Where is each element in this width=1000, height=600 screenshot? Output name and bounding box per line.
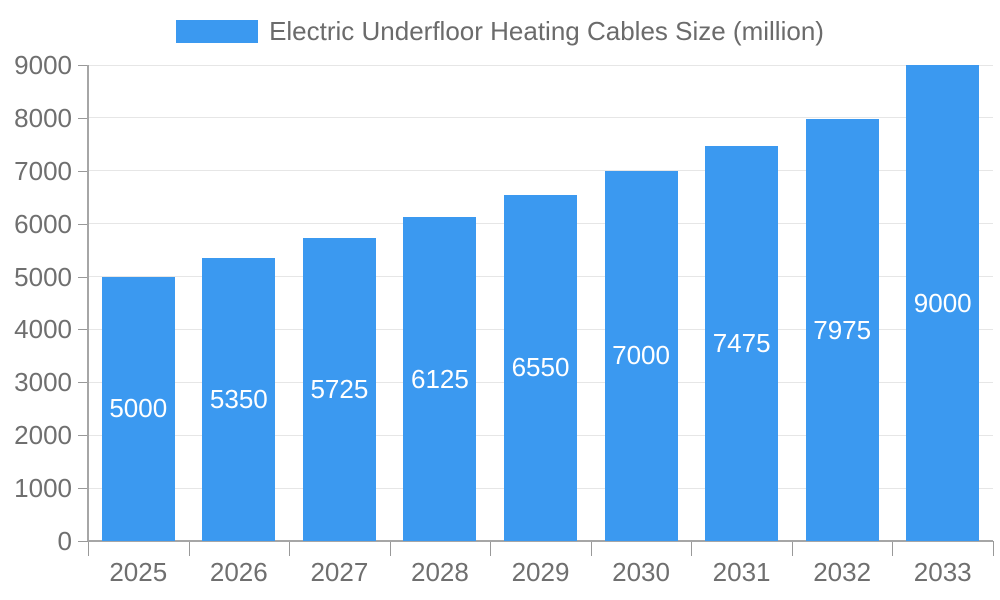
bar-value-label: 5725: [310, 374, 369, 405]
y-axis-tick: [78, 435, 88, 437]
x-axis-tick-label: 2025: [109, 557, 168, 587]
y-axis-tick-label: 5000: [14, 261, 72, 292]
bar-value-label: 6550: [511, 352, 570, 383]
bar-2030[interactable]: 7000: [604, 170, 678, 541]
bar-value-label: 5350: [209, 384, 268, 414]
gridline: [88, 117, 993, 119]
y-axis-tick-label: 6000: [14, 208, 72, 239]
x-axis-tick-label: 2029: [511, 557, 570, 587]
gridline: [88, 64, 993, 66]
x-axis-tick: [892, 541, 894, 556]
x-axis-tick: [188, 541, 190, 556]
x-axis-tick-label: 2032: [813, 557, 872, 587]
x-axis-tick: [993, 541, 994, 556]
y-axis-tick: [78, 276, 88, 278]
bar-2028[interactable]: 6125: [403, 217, 477, 541]
y-axis-tick: [78, 329, 88, 331]
y-axis-tick-label: 9000: [14, 50, 72, 80]
bar-2025[interactable]: 5000: [101, 276, 175, 541]
legend-label: Electric Underfloor Heating Cables Size …: [269, 15, 824, 46]
bar-2029[interactable]: 6550: [504, 194, 577, 541]
legend[interactable]: Electric Underfloor Heating Cables Size …: [0, 15, 1000, 46]
y-axis-tick: [78, 541, 88, 542]
bar-value-label: 5000: [109, 393, 168, 424]
x-axis-tick-label: 2031: [712, 557, 771, 587]
y-axis-tick-label: 8000: [14, 102, 72, 133]
x-axis-tick: [389, 541, 391, 556]
legend-swatch-icon: [176, 19, 259, 43]
y-axis-tick-label: 3000: [14, 367, 72, 398]
y-axis-tick: [78, 65, 88, 66]
y-axis-tick-label: 7000: [14, 155, 72, 186]
bar-value-label: 6125: [411, 363, 469, 394]
x-axis-tick: [791, 541, 793, 556]
x-axis-tick-label: 2030: [612, 557, 670, 587]
x-axis-tick: [490, 541, 492, 556]
bar-value-label: 7975: [813, 314, 872, 345]
x-axis-tick-label: 2026: [209, 557, 268, 587]
bar-value-label: 9000: [913, 287, 972, 318]
y-axis-tick-label: 2000: [14, 420, 72, 451]
y-axis-tick-label: 1000: [14, 473, 72, 504]
x-axis-tick-label: 2027: [310, 557, 369, 587]
gridline: [88, 170, 993, 172]
bar-2032[interactable]: 7975: [805, 119, 879, 541]
bar-2031[interactable]: 7475: [705, 145, 779, 541]
x-axis-line: [88, 540, 993, 542]
y-axis-tick: [78, 117, 88, 119]
y-axis-line: [87, 65, 89, 541]
y-axis-tick: [78, 382, 88, 384]
x-axis-tick: [88, 541, 89, 556]
x-axis-tick-label: 2033: [913, 557, 972, 587]
y-axis-tick: [78, 170, 88, 172]
x-axis-tick: [289, 541, 291, 556]
bar-2027[interactable]: 5725: [302, 238, 376, 541]
bar-2033[interactable]: 9000: [906, 65, 980, 541]
y-axis-tick-label: 4000: [14, 314, 72, 345]
bar-value-label: 7475: [712, 327, 771, 358]
bar-value-label: 7000: [612, 340, 670, 371]
y-axis-tick-label: 0: [57, 526, 72, 556]
y-axis-tick: [78, 223, 88, 225]
x-axis-tick-label: 2028: [411, 557, 469, 587]
y-axis-tick: [78, 488, 88, 490]
x-axis-tick: [691, 541, 693, 556]
x-axis-tick: [590, 541, 592, 556]
bar-2026[interactable]: 5350: [202, 258, 276, 541]
